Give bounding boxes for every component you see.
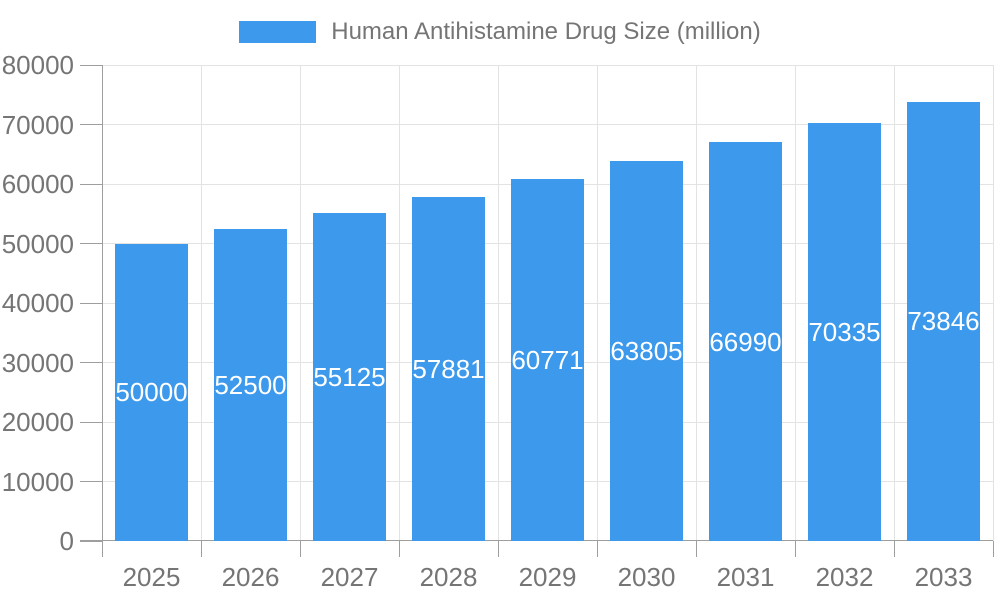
bar-value-label: 60771 xyxy=(511,345,584,376)
y-tick-label: 30000 xyxy=(1,347,74,378)
bar[interactable] xyxy=(313,213,386,541)
x-tick-label: 2033 xyxy=(914,562,973,592)
y-tick-label: 50000 xyxy=(1,228,74,259)
x-tick-label: 2030 xyxy=(617,562,676,592)
bar-value-label: 63805 xyxy=(610,336,683,367)
bar[interactable] xyxy=(907,101,980,541)
y-tick-label: 20000 xyxy=(1,407,74,437)
y-axis-tick xyxy=(80,243,102,244)
bar[interactable] xyxy=(412,196,485,541)
y-tick-label: 10000 xyxy=(1,466,74,497)
y-axis-tick xyxy=(80,183,102,185)
legend-label: Human Antihistamine Drug Size (million) xyxy=(331,18,761,45)
v-gridline xyxy=(497,65,499,541)
x-tick-label: 2025 xyxy=(122,562,181,592)
bar-value-label: 52500 xyxy=(214,369,287,400)
x-axis-tick xyxy=(794,541,796,557)
y-axis-tick xyxy=(80,421,102,423)
h-gridline xyxy=(102,64,993,66)
x-tick-label: 2026 xyxy=(221,562,280,592)
plot-area: 0 10000 20000 30000 40000 50000 60000 70000 8000… xyxy=(2,50,994,592)
v-gridline xyxy=(794,65,796,541)
v-gridline xyxy=(398,65,400,541)
bar-value-label: 55125 xyxy=(313,362,386,392)
y-tick-label: 40000 xyxy=(1,288,74,318)
y-axis-tick xyxy=(80,302,102,304)
legend: Human Antihistamine Drug Size (million) xyxy=(0,18,1000,46)
x-axis-tick xyxy=(893,541,895,557)
v-gridline xyxy=(596,65,598,541)
y-axis-tick xyxy=(80,362,102,363)
bar-value-label: 73846 xyxy=(907,306,980,337)
bar[interactable] xyxy=(808,122,881,541)
y-tick-label: 0 xyxy=(59,526,74,556)
x-tick-label: 2028 xyxy=(419,562,478,592)
x-tick-label: 2031 xyxy=(716,562,775,592)
v-gridline xyxy=(893,65,895,541)
y-tick-label: 70000 xyxy=(1,109,74,140)
x-tick-label: 2029 xyxy=(518,562,577,592)
y-axis-tick xyxy=(80,124,102,125)
x-axis-tick xyxy=(497,541,499,557)
x-axis-tick xyxy=(398,541,400,557)
y-tick-label: 60000 xyxy=(1,169,74,199)
v-gridline xyxy=(695,65,697,541)
x-axis-tick xyxy=(695,541,697,557)
y-tick-label: 80000 xyxy=(1,50,74,80)
h-gridline xyxy=(102,124,993,125)
bar-value-label: 57881 xyxy=(412,353,485,384)
bar[interactable] xyxy=(214,228,287,541)
legend-swatch-icon xyxy=(239,21,317,43)
y-axis-tick xyxy=(80,540,102,542)
bar[interactable] xyxy=(610,161,683,541)
bar[interactable] xyxy=(511,179,584,541)
bar[interactable] xyxy=(115,243,188,541)
x-axis-tick xyxy=(992,541,994,557)
v-gridline xyxy=(299,65,301,541)
legend-item[interactable]: Human Antihistamine Drug Size (million) xyxy=(239,18,761,46)
y-axis-tick xyxy=(80,64,102,66)
x-axis-tick xyxy=(299,541,301,557)
bar-value-label: 66990 xyxy=(709,326,782,357)
bar[interactable] xyxy=(709,142,782,541)
x-axis-tick xyxy=(596,541,598,557)
y-axis-tick xyxy=(80,481,102,482)
v-gridline xyxy=(200,65,202,541)
x-axis-tick xyxy=(200,541,202,557)
x-tick-label: 2032 xyxy=(815,562,874,592)
v-gridline xyxy=(992,65,994,541)
bar-value-label: 70335 xyxy=(808,316,881,347)
bar-value-label: 50000 xyxy=(115,377,188,408)
x-tick-label: 2027 xyxy=(320,562,379,592)
y-axis-line xyxy=(102,65,103,557)
